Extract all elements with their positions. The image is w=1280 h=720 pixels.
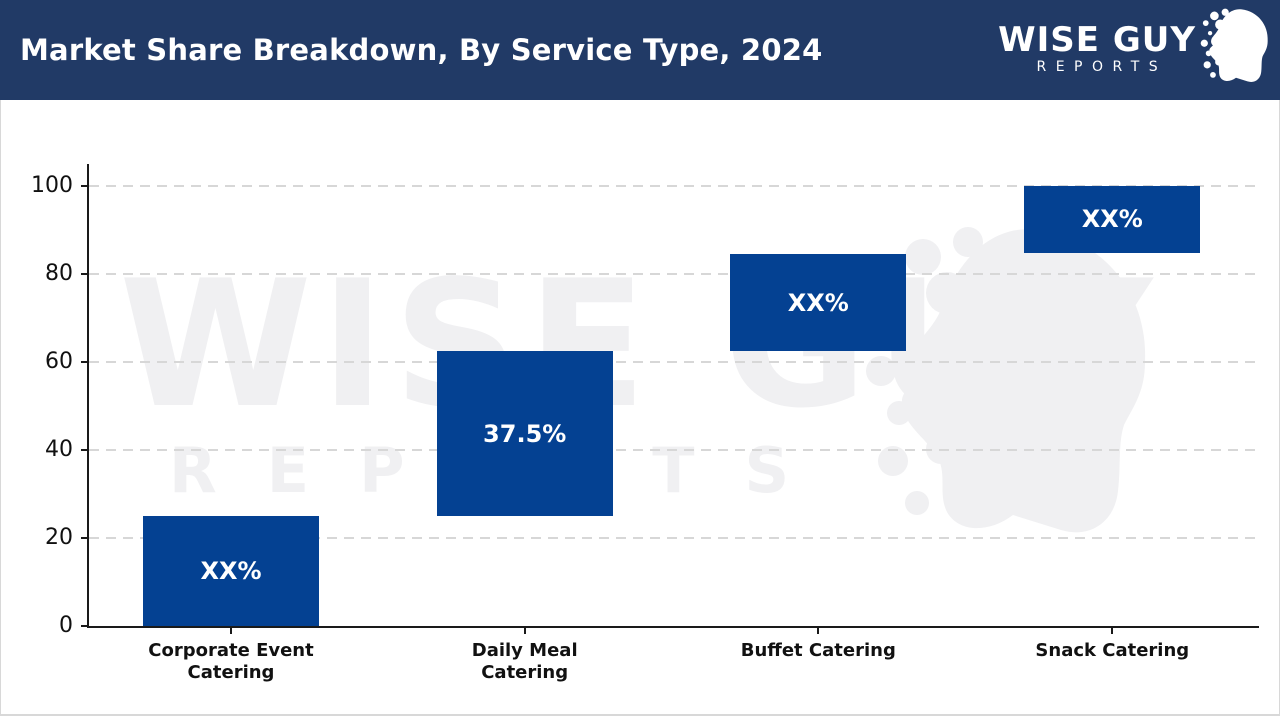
y-tick — [81, 185, 89, 187]
x-category-label: Buffet Catering — [740, 640, 896, 661]
y-tick — [81, 449, 89, 451]
bar-value-label: XX% — [787, 288, 849, 317]
bar-value-label: 37.5% — [483, 419, 567, 448]
wiseguy-logo: WISE GUY REPORTS — [998, 6, 1272, 92]
gridline — [89, 361, 1259, 363]
y-axis — [87, 164, 89, 628]
logo-wordmark: WISE GUY REPORTS — [998, 19, 1196, 76]
head-profile-dots-icon — [1200, 6, 1272, 92]
gridline — [89, 185, 1259, 187]
y-tick-label: 40 — [45, 437, 73, 462]
y-tick-label: 100 — [31, 173, 73, 198]
y-tick-label: 20 — [45, 525, 73, 550]
page-title: Market Share Breakdown, By Service Type,… — [20, 33, 823, 67]
y-tick — [81, 361, 89, 363]
x-category-label: Corporate Event Catering — [148, 640, 314, 683]
bar-value-label: XX% — [1081, 205, 1143, 234]
y-tick — [81, 537, 89, 539]
y-tick-label: 0 — [59, 613, 73, 638]
y-tick — [81, 273, 89, 275]
x-tick — [1111, 626, 1114, 634]
header: Market Share Breakdown, By Service Type,… — [0, 0, 1280, 100]
logo-name: WISE GUY — [998, 19, 1196, 60]
bar: 37.5% — [436, 351, 613, 516]
gridline — [89, 449, 1259, 451]
x-tick — [523, 626, 526, 634]
bar: XX% — [1024, 186, 1201, 253]
logo-subtitle: REPORTS — [1036, 59, 1168, 76]
x-tick — [230, 626, 232, 634]
gridline — [89, 273, 1259, 275]
x-category-label: Daily Meal Catering — [471, 640, 578, 683]
y-tick — [81, 625, 89, 627]
x-tick — [817, 626, 820, 634]
bar-value-label: XX% — [200, 557, 262, 585]
bar: XX% — [730, 254, 907, 351]
y-tick-label: 80 — [45, 261, 73, 286]
x-category-label: Snack Catering — [1035, 640, 1190, 661]
bar-chart: 0 20 40 60 80 100 XX% Corporate Event Catering 3… — [1, 100, 1279, 714]
bar: XX% — [143, 516, 319, 626]
y-tick-label: 60 — [45, 349, 73, 374]
gridline — [89, 537, 1259, 539]
x-axis — [87, 626, 1259, 628]
chart-panel: WISE GUY REPORTS 020406080100XX%Corporat… — [0, 100, 1280, 716]
